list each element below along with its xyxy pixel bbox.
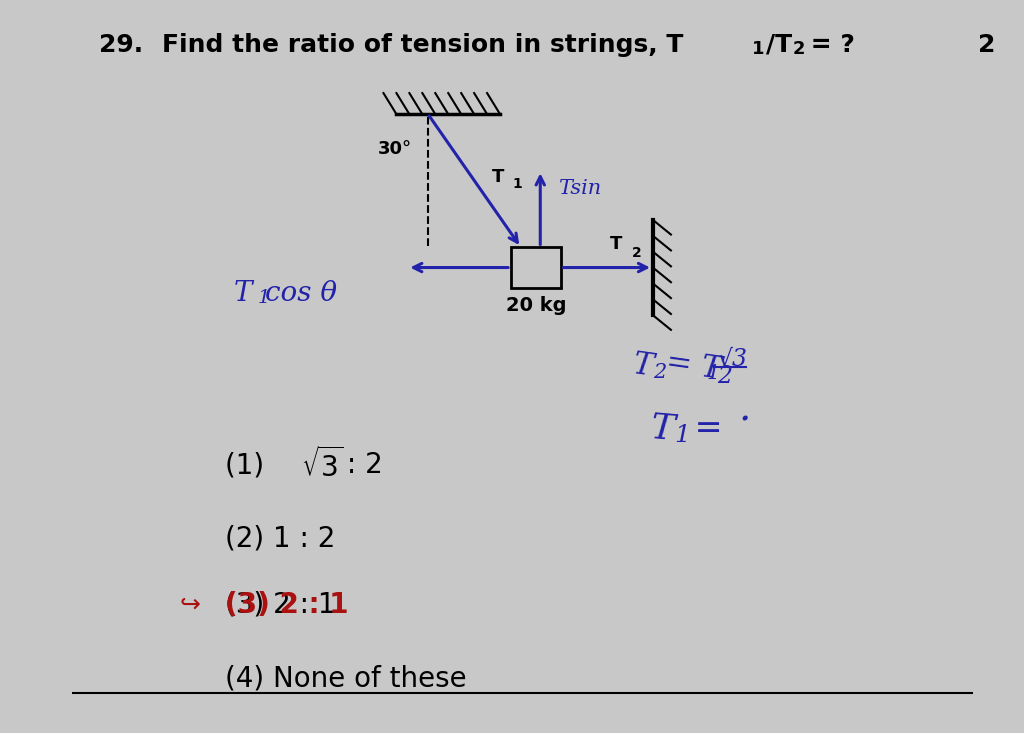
Text: $\sqrt{3}$: $\sqrt{3}$ [301,448,344,483]
Text: T: T [493,168,505,186]
Text: T: T [648,410,676,447]
Text: T: T [233,280,252,306]
Text: 2: 2 [632,246,641,259]
Text: (1): (1) [225,452,282,479]
Text: 1: 1 [707,364,720,383]
Text: =: = [684,413,723,445]
Text: (2) 1 : 2: (2) 1 : 2 [225,525,335,553]
Text: 1: 1 [257,289,269,306]
Text: Tsin: Tsin [558,180,601,198]
Text: 1: 1 [512,177,522,191]
Text: T: T [631,350,655,383]
Text: T: T [609,235,622,253]
Text: 2: 2 [793,40,805,59]
Text: 1: 1 [675,424,690,447]
Text: (3) 2 : 1: (3) 2 : 1 [225,591,336,619]
Text: ↪: ↪ [180,593,201,616]
Text: 20 kg: 20 kg [506,296,566,315]
Text: = ?: = ? [802,33,854,57]
Text: √3: √3 [717,347,746,371]
Text: : 2: : 2 [338,452,383,479]
Text: 29.: 29. [98,33,142,57]
Text: 30°: 30° [378,140,413,158]
Text: /T: /T [766,33,792,57]
Text: 2: 2 [717,364,732,388]
Text: Find the ratio of tension in strings, T: Find the ratio of tension in strings, T [162,33,683,57]
Text: .: . [738,392,751,429]
Text: cos θ: cos θ [265,280,338,306]
Text: 1: 1 [752,40,765,59]
Text: (3) 2 : 1: (3) 2 : 1 [225,591,348,619]
Text: = T: = T [664,347,723,386]
Bar [511,247,560,287]
Text: (4) None of these: (4) None of these [225,664,467,692]
Text: 2: 2 [978,33,995,57]
Text: 2: 2 [653,363,667,382]
